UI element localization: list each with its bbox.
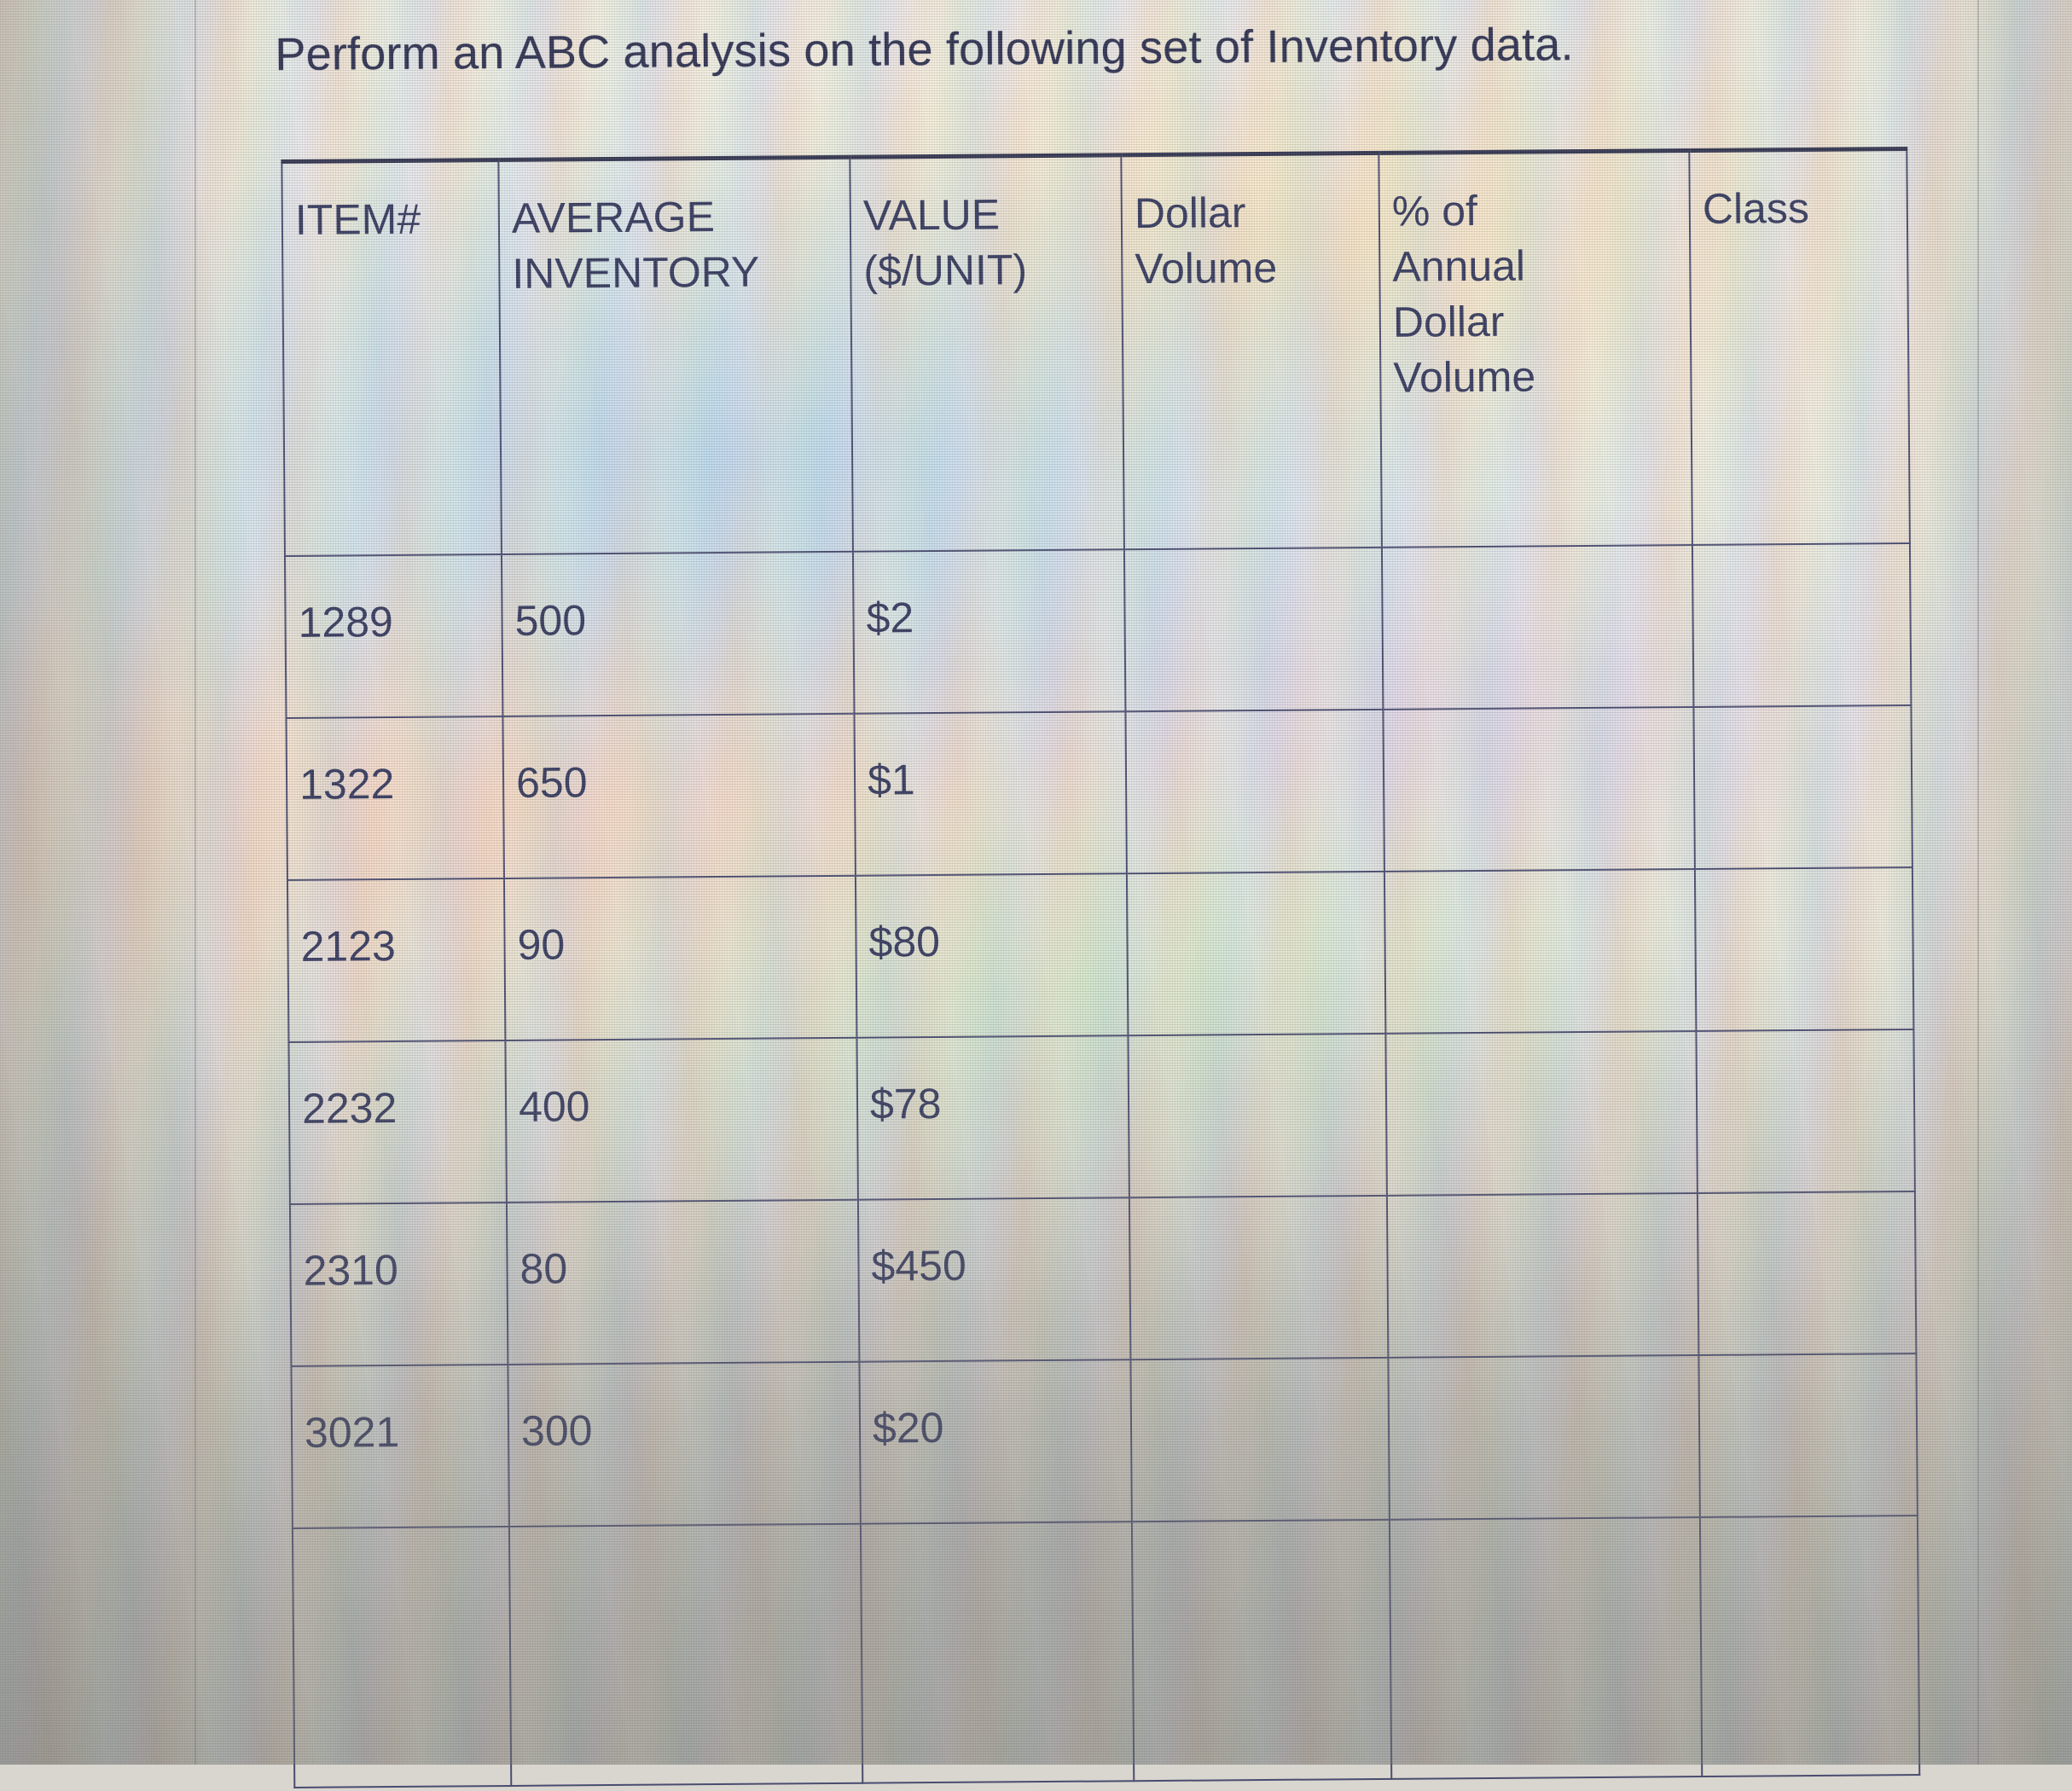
cell-class [1697,1191,1917,1356]
cell-pct-annual-dollar-volume [1383,707,1695,872]
table-row: 1289 500 $2 [284,543,1912,718]
cell-value-per-unit: $1 [854,711,1127,876]
column-header-pct-annual-dollar-volume: % of Annual Dollar Volume [1378,150,1692,548]
column-header-average-inventory-line2: INVENTORY [512,247,760,298]
cell-class [1699,1515,1920,1777]
cell-average-inventory: 90 [503,875,857,1040]
cell-class [1692,543,1912,708]
cell-value-per-unit [860,1521,1135,1783]
cell-pct-annual-dollar-volume [1388,1355,1700,1520]
table-row: 2310 80 $450 [289,1191,1917,1366]
cell-average-inventory: 300 [508,1361,861,1527]
column-header-dollar-volume: Dollar Volume [1121,153,1382,550]
column-header-class-line1: Class [1702,183,1810,233]
cell-dollar-volume [1126,871,1386,1036]
cell-pct-annual-dollar-volume [1389,1517,1703,1779]
cell-item-number: 2123 [287,878,506,1042]
column-header-item-number-line1: ITEM# [294,194,421,244]
table-header-row: ITEM# AVERAGE INVENTORY VALUE ($/UNIT) D… [281,148,1910,556]
table-header: ITEM# AVERAGE INVENTORY VALUE ($/UNIT) D… [281,148,1910,556]
cell-item-number: 2232 [288,1040,507,1204]
cell-item-number: 3021 [291,1364,509,1528]
table-row [292,1515,1920,1788]
column-header-pct-annual-dollar-volume-line4: Volume [1393,352,1536,402]
cell-dollar-volume [1128,1033,1387,1198]
cell-dollar-volume [1130,1357,1390,1522]
column-header-pct-annual-dollar-volume-line3: Dollar [1392,297,1505,346]
column-header-average-inventory-line1: AVERAGE [511,193,716,242]
cell-value-per-unit: $20 [859,1359,1132,1524]
cell-item-number: 1289 [284,554,503,718]
cell-value-per-unit: $80 [855,873,1129,1038]
cell-average-inventory: 500 [501,551,855,716]
cell-item-number: 1322 [286,716,504,880]
cell-class [1693,705,1912,870]
table-row: 3021 300 $20 [291,1353,1918,1528]
column-header-item-number: ITEM# [281,159,502,556]
column-header-pct-annual-dollar-volume-line1: % of [1391,187,1478,235]
cell-dollar-volume [1123,547,1384,712]
table-row: 2123 90 $80 [287,867,1914,1042]
column-header-value-per-unit-line2: ($/UNIT) [863,246,1028,295]
cell-average-inventory: 650 [502,713,856,878]
cell-average-inventory: 80 [506,1199,860,1365]
cell-pct-annual-dollar-volume [1381,545,1694,710]
cell-dollar-volume [1131,1519,1392,1782]
column-header-dollar-volume-line1: Dollar [1134,188,1246,238]
cell-item-number: 2310 [289,1202,508,1366]
table-row: 1322 650 $1 [286,705,1912,880]
cell-pct-annual-dollar-volume [1384,869,1697,1034]
problem-prompt: Perform an ABC analysis on the following… [275,19,1574,81]
cell-pct-annual-dollar-volume [1386,1193,1699,1358]
column-header-value-per-unit-line1: VALUE [862,190,1001,240]
column-header-value-per-unit: VALUE ($/UNIT) [850,154,1124,552]
cell-class [1698,1353,1918,1518]
cell-average-inventory [508,1523,863,1786]
table-row: 2232 400 $78 [288,1029,1915,1204]
cell-value-per-unit: $2 [852,549,1126,714]
column-header-average-inventory: AVERAGE INVENTORY [498,157,853,555]
cell-dollar-volume [1129,1195,1389,1360]
cell-dollar-volume [1125,709,1384,874]
cell-value-per-unit: $450 [857,1197,1131,1362]
column-header-pct-annual-dollar-volume-line2: Annual [1392,241,1526,291]
abc-analysis-table: ITEM# AVERAGE INVENTORY VALUE ($/UNIT) D… [281,147,1920,1788]
cell-average-inventory: 400 [505,1037,858,1203]
column-header-dollar-volume-line2: Volume [1135,243,1278,293]
cell-class [1694,867,1914,1032]
cell-pct-annual-dollar-volume [1385,1031,1698,1196]
column-header-class: Class [1689,148,1910,546]
cell-class [1696,1029,1915,1194]
cell-value-per-unit: $78 [856,1035,1129,1200]
table-body: 1289 500 $2 1322 650 $1 2123 [284,543,1920,1788]
cell-item-number [292,1526,512,1788]
